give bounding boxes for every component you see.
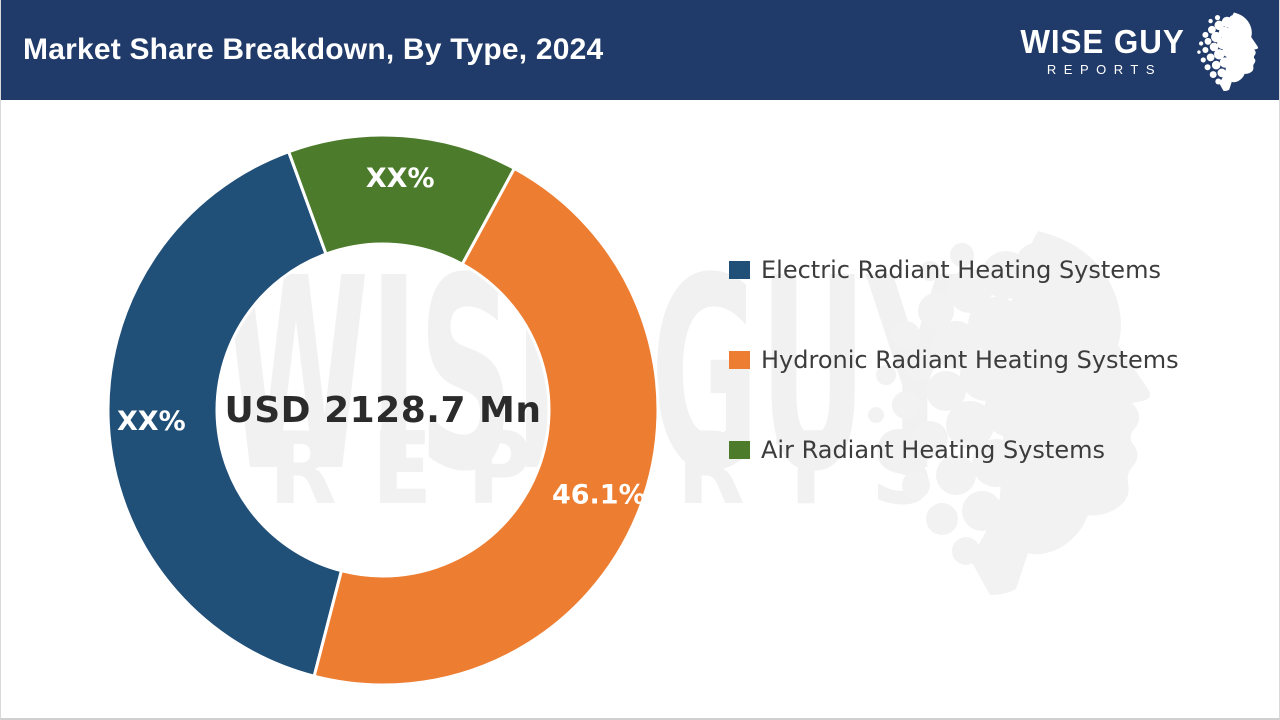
- legend-swatch-electric: [729, 261, 750, 279]
- legend-swatch-hydronic: [729, 351, 750, 369]
- brand-subname: REPORTS: [1046, 62, 1163, 77]
- brand-logo: WISE GUY REPORTS: [1016, 9, 1263, 91]
- donut-segment-label: XX%: [117, 406, 186, 437]
- brand-head-icon: [1197, 12, 1259, 91]
- page-title: Market Share Breakdown, By Type, 2024: [23, 33, 604, 66]
- brand-logo-text: WISE GUY REPORTS: [1016, 23, 1189, 77]
- donut-segment-label: 46.1%: [552, 480, 646, 511]
- legend-swatch-air: [729, 441, 750, 459]
- legend-label: Air Radiant Heating Systems: [761, 436, 1105, 464]
- legend-item-hydronic: Hydronic Radiant Heating Systems: [729, 335, 1179, 385]
- brand-name: WISE GUY: [1020, 23, 1185, 60]
- donut-segment-2: [312, 166, 660, 687]
- donut-chart: XX% XX% 46.1%: [106, 133, 660, 687]
- donut-segment-label: XX%: [366, 163, 435, 194]
- donut-segment-0: [106, 150, 343, 678]
- legend-label: Hydronic Radiant Heating Systems: [761, 346, 1179, 374]
- legend-label: Electric Radiant Heating Systems: [761, 256, 1161, 284]
- chart-legend: Electric Radiant Heating Systems Hydroni…: [729, 245, 1179, 515]
- legend-item-air: Air Radiant Heating Systems: [729, 425, 1179, 475]
- legend-item-electric: Electric Radiant Heating Systems: [729, 245, 1179, 295]
- header-bar: Market Share Breakdown, By Type, 2024 WI…: [1, 0, 1279, 100]
